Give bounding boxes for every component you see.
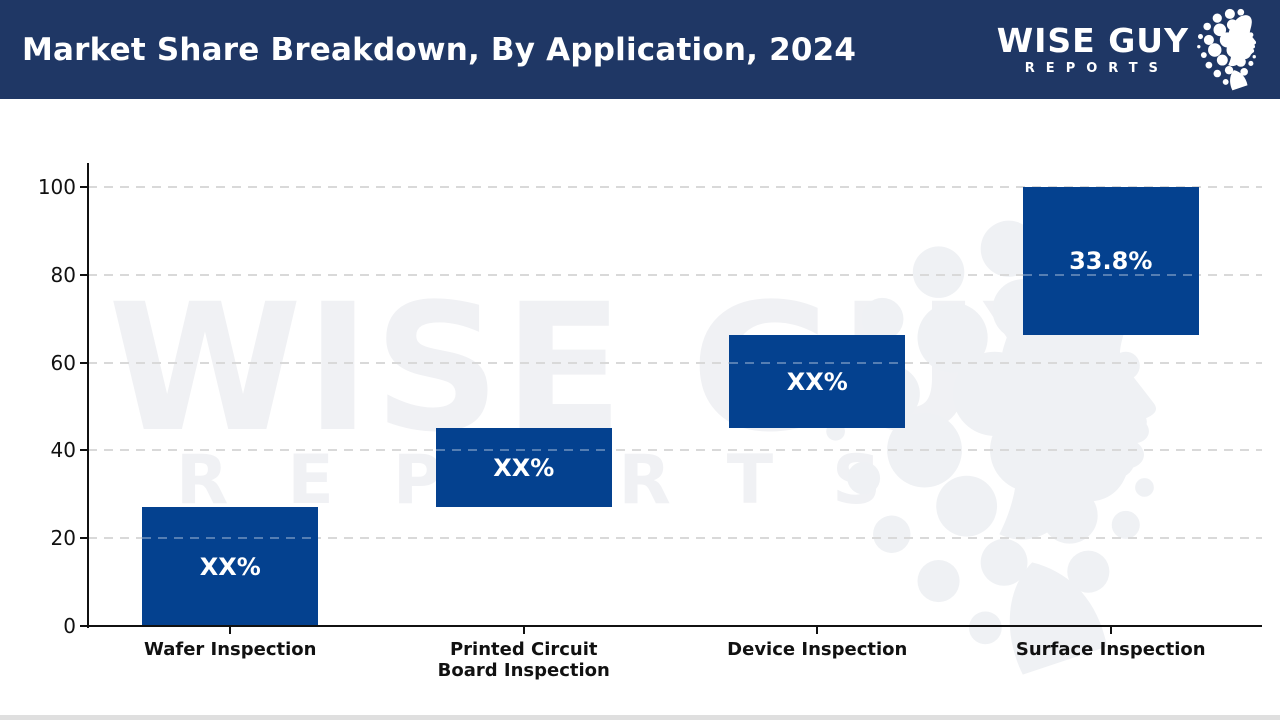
bar-value-label: XX%: [493, 453, 555, 482]
y-gridline: [88, 273, 1262, 276]
bar: 33.8%: [1022, 187, 1199, 336]
x-tick-mark: [1109, 627, 1112, 634]
y-gridline: [88, 186, 1262, 188]
y-tick-label: 20: [50, 526, 76, 551]
y-axis-line: [86, 163, 89, 628]
gridline-over-bar: [1022, 273, 1199, 276]
y-tick-label: 100: [37, 175, 76, 199]
logo-text: WISE GUY REPORTS: [997, 24, 1189, 75]
y-gridline: [88, 449, 1262, 452]
bar-value-label: XX%: [199, 552, 261, 581]
x-category-label: Device Inspection: [727, 639, 908, 660]
bar-value-label: XX%: [786, 367, 848, 396]
chart-title: Market Share Breakdown, By Application, …: [22, 31, 857, 68]
x-tick-mark: [229, 627, 232, 634]
y-tick-mark: [80, 449, 87, 452]
y-tick-label: 40: [50, 438, 76, 463]
y-tick-label: 80: [50, 262, 76, 287]
bar: XX%: [435, 428, 612, 508]
logo-wordmark: WISE GUY: [996, 21, 1189, 60]
x-tick-mark: [522, 627, 525, 634]
logo-subtitle: REPORTS: [1024, 61, 1169, 76]
gridline-over-bar: [729, 361, 906, 364]
y-tick-mark: [80, 625, 87, 627]
bar-value-label: 33.8%: [1069, 247, 1153, 276]
y-gridline: [88, 361, 1262, 364]
bar: XX%: [729, 335, 906, 429]
y-tick-mark: [80, 361, 87, 364]
y-tick-mark: [80, 186, 87, 188]
y-tick-label: 60: [50, 350, 76, 375]
y-tick-mark: [80, 537, 87, 540]
header-banner: Market Share Breakdown, By Application, …: [0, 0, 1280, 99]
wise-guy-reports-logo: WISE GUY REPORTS: [997, 8, 1256, 92]
bar: XX%: [142, 507, 319, 626]
y-gridline: [88, 537, 1262, 540]
gridline-over-bar: [435, 449, 612, 452]
dotted-face-logo-icon: [1192, 8, 1256, 92]
y-tick-mark: [80, 273, 87, 276]
x-category-label: Surface Inspection: [1015, 639, 1206, 660]
gridline-over-bar: [142, 537, 319, 540]
x-category-label: Wafer Inspection: [144, 639, 317, 660]
y-tick-label: 0: [63, 614, 76, 638]
x-tick-mark: [816, 627, 819, 634]
x-category-label: Printed Circuit Board Inspection: [437, 639, 610, 681]
x-axis-line: [86, 624, 1262, 627]
bottom-divider: [0, 715, 1280, 720]
